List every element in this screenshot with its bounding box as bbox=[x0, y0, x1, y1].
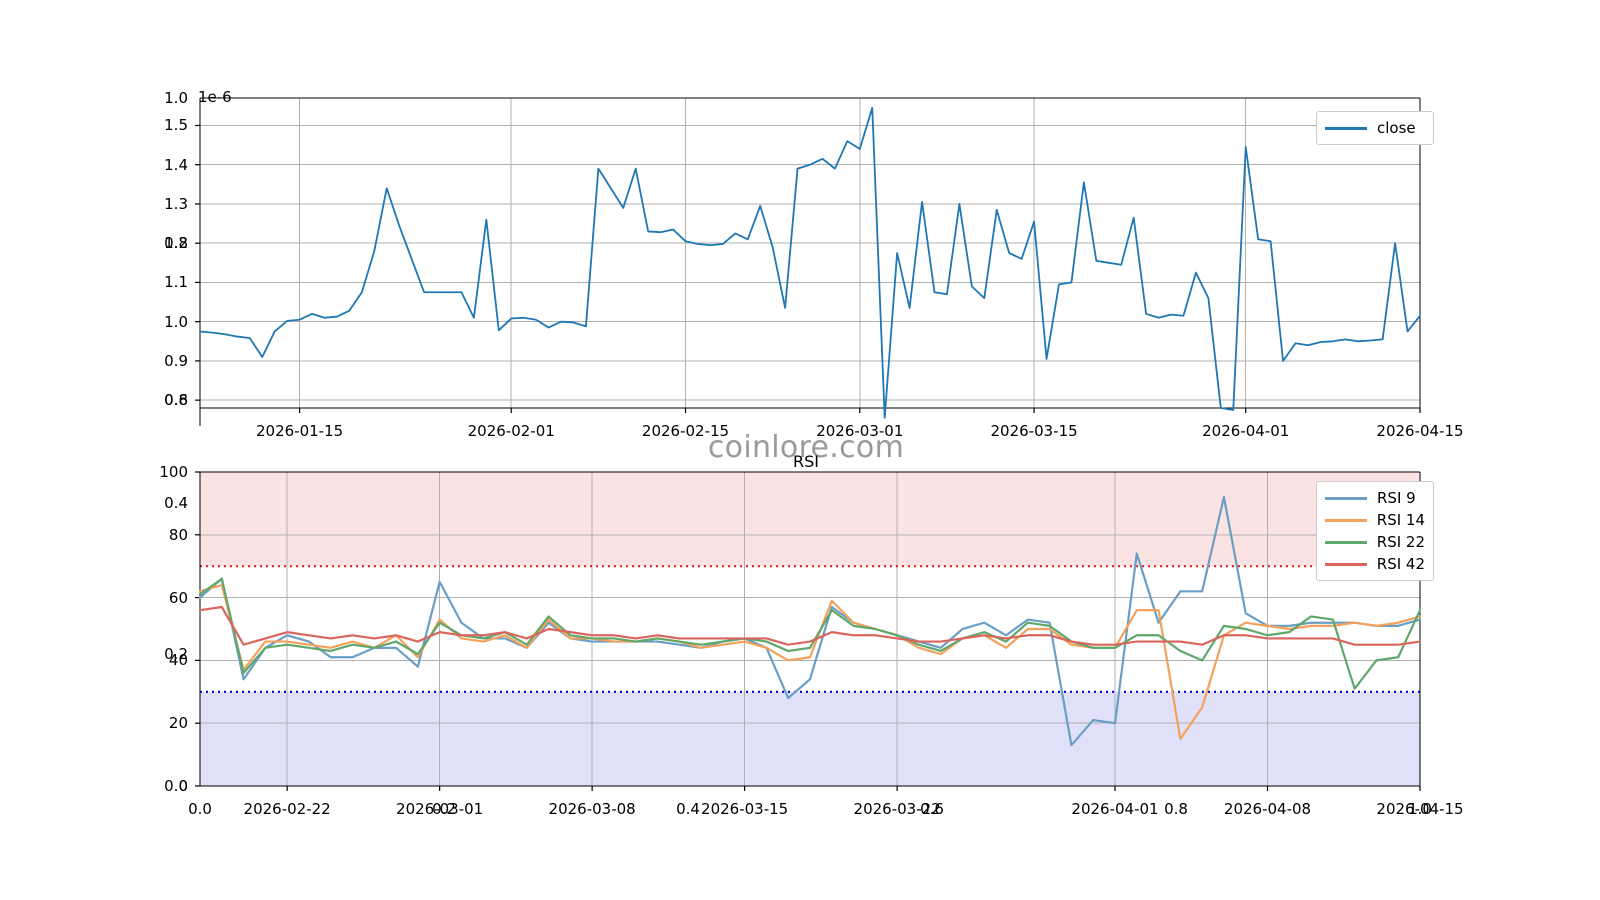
rsi-ytick-0: 0 bbox=[178, 777, 188, 795]
rsi-xtick-2026-04-08: 2026-04-08 bbox=[1223, 800, 1312, 818]
rsi-xtick-2026-03-22: 2026-03-22 bbox=[853, 800, 941, 818]
price-legend: close bbox=[1316, 111, 1434, 145]
rsi-xtick-overlay-1.0: 1.0 bbox=[1408, 800, 1432, 818]
price-xtick-2026-03-01: 2026-03-01 bbox=[816, 422, 904, 440]
price-xtick-2026-04-01: 2026-04-01 bbox=[1202, 422, 1290, 440]
legend-label-rsi22: RSI 22 bbox=[1376, 533, 1425, 551]
price-xtick-2026-01-15: 2026-01-15 bbox=[255, 422, 344, 440]
rsi-ytick-60: 60 bbox=[168, 588, 188, 607]
legend-item-rsi42[interactable]: RSI 42 bbox=[1325, 553, 1425, 575]
rsi14-line bbox=[198, 583, 1422, 740]
legend-label-rsi42: RSI 42 bbox=[1376, 555, 1425, 573]
legend-label-close: close bbox=[1377, 119, 1416, 137]
price-ytick-1.1: 1.1 bbox=[164, 273, 188, 292]
rsi-xtick-2026-02-22: 2026-02-22 bbox=[243, 800, 331, 818]
rsi-xtick-2026-04-01: 2026-04-01 bbox=[1071, 800, 1159, 818]
legend-item-rsi22[interactable]: RSI 22 bbox=[1325, 531, 1425, 553]
watermark-coinlore: coinlore.com bbox=[707, 430, 905, 465]
price-xtick-2026-02-15: 2026-02-15 bbox=[641, 422, 730, 440]
price-xtick-2026-03-15: 2026-03-15 bbox=[990, 422, 1078, 440]
price-ytick-1.2: 1.2 bbox=[164, 234, 188, 253]
rsi-plot-svg bbox=[195, 471, 1422, 791]
rsi22-line bbox=[198, 577, 1422, 690]
rsi-panel bbox=[0, 450, 1600, 900]
rsi22-line-swatch bbox=[1325, 540, 1367, 544]
price-ytick-1.0: 1.0 bbox=[164, 312, 188, 331]
rsi-xtick-overlay-0.0: 0.0 bbox=[188, 800, 212, 818]
price-ytick-overlay-1.0: 1.0 bbox=[164, 89, 188, 107]
rsi-ytick-overlay-0.0: 0.0 bbox=[164, 777, 188, 795]
price-ytick-0.9: 0.9 bbox=[164, 351, 188, 370]
legend-item-rsi14[interactable]: RSI 14 bbox=[1325, 509, 1425, 531]
rsi-ytick-100: 100 bbox=[159, 463, 188, 481]
rsi42-line bbox=[198, 605, 1422, 646]
rsi-ytick-overlay-0.2: 0.2 bbox=[164, 645, 188, 664]
legend-label-rsi14: RSI 14 bbox=[1376, 511, 1425, 529]
rsi-panel-title: RSI bbox=[793, 452, 819, 471]
overbought-band bbox=[200, 472, 1420, 567]
rsi-ytick-overlay-0.4: 0.4 bbox=[164, 494, 188, 513]
price-ytick-1.4: 1.4 bbox=[164, 155, 188, 174]
price-plot-svg bbox=[195, 97, 1421, 426]
price-ytick-1.3: 1.3 bbox=[164, 194, 188, 213]
rsi-ytick-20: 20 bbox=[168, 714, 188, 733]
rsi-ytick-80: 80 bbox=[168, 525, 188, 544]
price-xtick-2026-02-01: 2026-02-01 bbox=[467, 422, 555, 440]
rsi14-line-swatch bbox=[1325, 518, 1367, 522]
legend-item-rsi9[interactable]: RSI 9 bbox=[1325, 487, 1425, 509]
rsi-xtick-overlay-0.4: 0.4 bbox=[676, 800, 700, 818]
price-yaxis-offset-text: 1e-6 bbox=[198, 88, 232, 106]
rsi-xtick-overlay-0.8: 0.8 bbox=[1164, 800, 1188, 818]
price-ytick-overlay-0.8: 0.8 bbox=[164, 234, 188, 253]
rsi-xtick-2026-03-08: 2026-03-08 bbox=[548, 800, 636, 818]
rsi-xtick-2026-03-01: 2026-03-01 bbox=[396, 800, 484, 818]
price-xtick-2026-04-15: 2026-04-15 bbox=[1376, 422, 1464, 440]
close-line bbox=[199, 106, 1421, 419]
price-ytick-0.8: 0.8 bbox=[164, 391, 188, 410]
rsi9-line-swatch bbox=[1325, 496, 1367, 500]
rsi-xtick-2026-04-15: 2026-04-15 bbox=[1376, 800, 1464, 818]
rsi-legend: RSI 9 RSI 14 RSI 22 RSI 42 bbox=[1316, 481, 1434, 581]
rsi42-line-swatch bbox=[1325, 562, 1367, 566]
rsi9-line bbox=[198, 496, 1422, 747]
rsi-xtick-overlay-0.2: 0.2 bbox=[432, 800, 456, 818]
rsi-ytick-40: 40 bbox=[168, 651, 188, 670]
price-panel bbox=[195, 97, 1421, 426]
price-ytick-1.5: 1.5 bbox=[164, 116, 188, 135]
price-ytick-overlay-0.6: 0.6 bbox=[164, 391, 188, 410]
legend-label-rsi9: RSI 9 bbox=[1377, 489, 1416, 507]
close-line-swatch bbox=[1325, 126, 1367, 130]
oversold-band bbox=[200, 691, 1420, 786]
rsi-xtick-2026-03-15: 2026-03-15 bbox=[701, 800, 789, 818]
rsi-xtick-overlay-0.6: 0.6 bbox=[920, 800, 944, 818]
legend-item-close[interactable]: close bbox=[1325, 117, 1425, 139]
